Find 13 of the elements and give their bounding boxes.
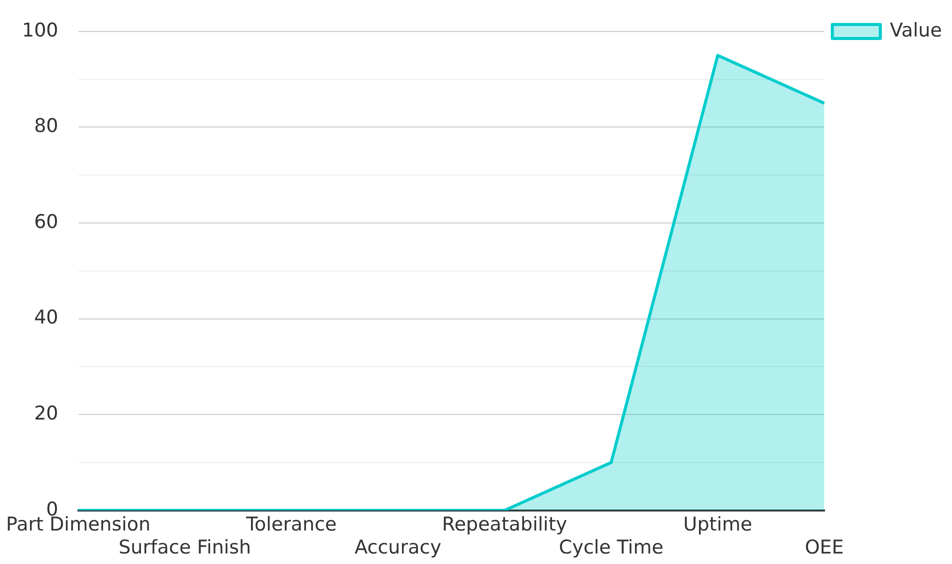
x-tick-label: Surface Finish [118, 536, 252, 559]
x-tick-label: Accuracy [354, 536, 442, 559]
y-tick-label: 80 [34, 115, 58, 138]
legend-label: Value [890, 19, 942, 42]
y-tick-label: 40 [34, 306, 58, 329]
x-tick-label: Uptime [683, 514, 752, 536]
x-tick-label: OEE [804, 536, 844, 559]
y-tick-label: 100 [22, 19, 58, 42]
x-tick-label: Repeatability [442, 514, 568, 536]
y-tick-label: 60 [34, 210, 58, 233]
x-tick-label: Cycle Time [558, 536, 664, 559]
x-tick-label: Tolerance [245, 514, 337, 536]
y-tick-label: 20 [34, 402, 58, 425]
